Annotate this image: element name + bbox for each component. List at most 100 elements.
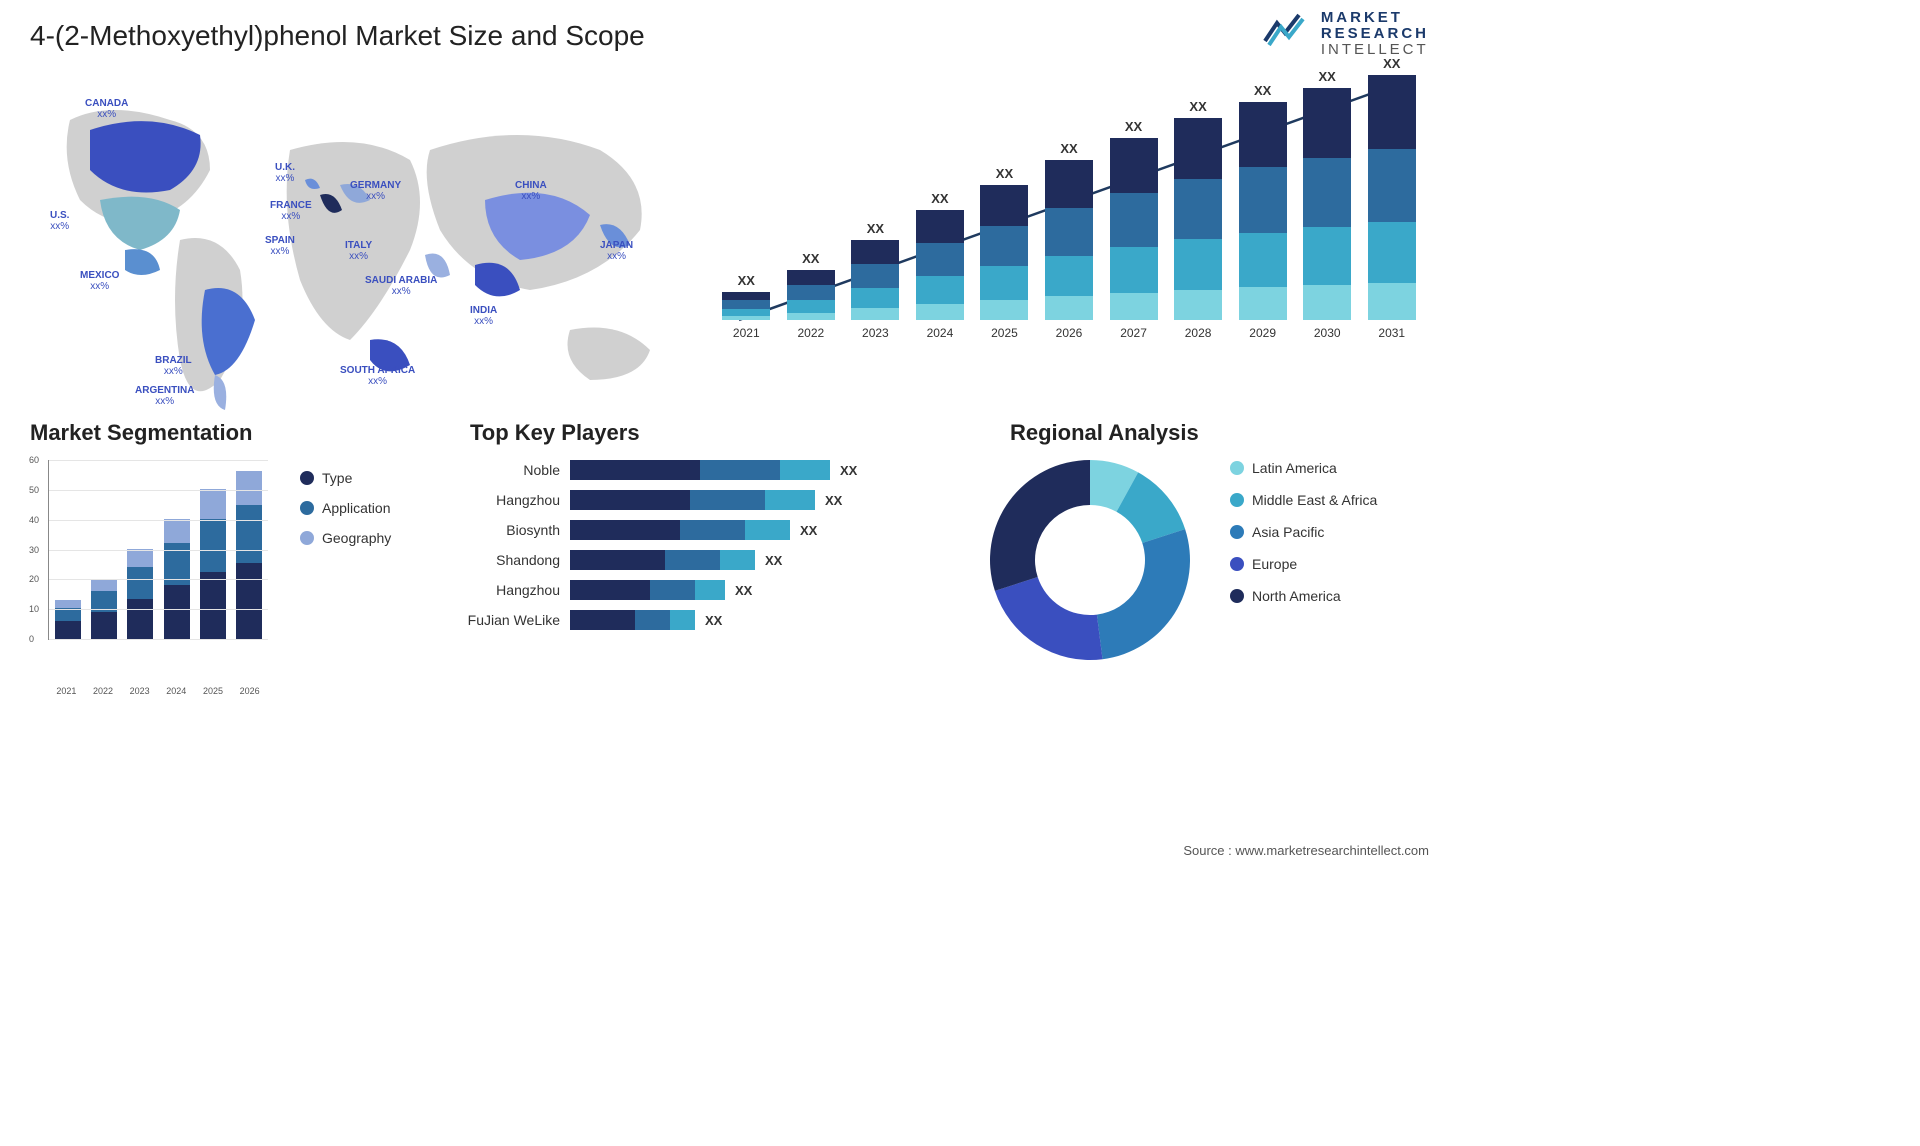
seg-bar-segment (236, 563, 262, 639)
main-bar-value: XX (867, 221, 884, 236)
map-label-italy: ITALYxx% (345, 240, 372, 262)
main-bar-segment (1174, 179, 1222, 240)
seg-legend-item: Geography (300, 530, 391, 546)
seg-bar-segment (164, 585, 190, 639)
segmentation-chart: 0102030405060 202120222023202420252026 (20, 460, 280, 680)
seg-bar-2026 (236, 471, 262, 639)
main-bar-2027: XX2027 (1106, 119, 1161, 340)
main-bar-2024: XX2024 (913, 191, 968, 340)
player-bar-segment (690, 490, 765, 510)
player-bar-segment (665, 550, 720, 570)
seg-bar-segment (200, 572, 226, 640)
brand-logo: MARKET RESEARCH INTELLECT (1263, 10, 1429, 57)
main-bar-2026: XX2026 (1042, 141, 1097, 340)
main-bar-segment (851, 264, 899, 288)
main-bar-2029: XX2029 (1235, 83, 1290, 340)
main-bar-segment (916, 276, 964, 304)
player-name: FuJian WeLike (460, 612, 570, 628)
main-bar-segment (1110, 138, 1158, 193)
main-bar-year: 2028 (1185, 326, 1212, 340)
main-bar-year: 2023 (862, 326, 889, 340)
main-bar-segment (1110, 293, 1158, 320)
map-label-france: FRANCExx% (270, 200, 312, 222)
map-label-argentina: ARGENTINAxx% (135, 385, 194, 407)
main-bar-segment (851, 288, 899, 308)
player-bar-segment (745, 520, 790, 540)
main-bar-segment (1303, 285, 1351, 320)
key-players-chart: NobleXXHangzhouXXBiosynthXXShandongXXHan… (460, 460, 940, 640)
main-bar-segment (851, 240, 899, 264)
main-bar-segment (722, 292, 770, 300)
main-bar-year: 2021 (733, 326, 760, 340)
seg-bar-segment (200, 519, 226, 572)
players-title: Top Key Players (470, 420, 640, 446)
player-value: XX (840, 463, 857, 478)
main-bar-value: XX (1319, 69, 1336, 84)
donut-legend-item: Latin America (1230, 460, 1377, 476)
player-bar-segment (570, 460, 700, 480)
player-value: XX (800, 523, 817, 538)
player-row: Biosynth XX (460, 520, 940, 540)
player-bar-segment (570, 580, 650, 600)
map-label-south-africa: SOUTH AFRICAxx% (340, 365, 415, 387)
seg-bar-segment (55, 600, 81, 608)
source-citation: Source : www.marketresearchintellect.com (1183, 843, 1429, 858)
seg-bar-segment (91, 612, 117, 639)
donut-slice (995, 577, 1103, 660)
seg-bar-segment (164, 519, 190, 543)
main-bar-segment (1110, 193, 1158, 248)
seg-ytick: 10 (29, 604, 39, 614)
main-bar-2023: XX 2023 (848, 221, 903, 340)
map-label-india: INDIAxx% (470, 305, 497, 327)
donut-legend-item: Middle East & Africa (1230, 492, 1377, 508)
regional-title: Regional Analysis (1010, 420, 1199, 446)
seg-ytick: 20 (29, 574, 39, 584)
main-bar-year: 2029 (1249, 326, 1276, 340)
main-bar-value: XX (802, 251, 819, 266)
seg-xlabel: 2024 (166, 686, 186, 696)
main-bar-segment (980, 266, 1028, 300)
main-bar-segment (1239, 167, 1287, 232)
seg-xlabel: 2026 (240, 686, 260, 696)
seg-xlabel: 2023 (130, 686, 150, 696)
main-bar-2021: XX2021 (719, 273, 774, 340)
map-label-mexico: MEXICOxx% (80, 270, 119, 292)
seg-bar-segment (91, 579, 117, 591)
player-name: Biosynth (460, 522, 570, 538)
page-title: 4-(2-Methoxyethyl)phenol Market Size and… (30, 20, 645, 52)
player-row: ShandongXX (460, 550, 940, 570)
main-bar-year: 2027 (1120, 326, 1147, 340)
player-name: Hangzhou (460, 582, 570, 598)
player-value: XX (765, 553, 782, 568)
main-bar-segment (722, 309, 770, 316)
logo-line1: MARKET (1321, 10, 1429, 26)
main-bar-segment (1045, 160, 1093, 208)
main-bar-segment (787, 270, 835, 285)
player-bar-segment (570, 550, 665, 570)
donut-legend-item: Europe (1230, 556, 1377, 572)
seg-ytick: 40 (29, 515, 39, 525)
main-bar-year: 2024 (927, 326, 954, 340)
main-bar-year: 2026 (1056, 326, 1083, 340)
player-name: Hangzhou (460, 492, 570, 508)
donut-slice (990, 460, 1090, 591)
main-bar-segment (1368, 75, 1416, 149)
main-bar-segment (1174, 118, 1222, 179)
seg-bar-segment (236, 505, 262, 564)
player-bar-segment (695, 580, 725, 600)
main-bar-2028: XX2028 (1171, 99, 1226, 340)
donut-legend: Latin AmericaMiddle East & AfricaAsia Pa… (1230, 460, 1377, 604)
seg-bar-segment (127, 567, 153, 599)
seg-bar-2021 (55, 600, 81, 639)
main-bar-2022: XX 2022 (784, 251, 839, 340)
main-bar-segment (980, 300, 1028, 320)
player-bar-segment (570, 520, 680, 540)
main-bar-year: 2022 (797, 326, 824, 340)
map-label-u-s-: U.S.xx% (50, 210, 69, 232)
player-row: FuJian WeLikeXX (460, 610, 940, 630)
player-bar-segment (635, 610, 670, 630)
main-bar-segment (1303, 88, 1351, 158)
map-label-canada: CANADAxx% (85, 98, 128, 120)
player-bar-segment (570, 490, 690, 510)
map-label-germany: GERMANYxx% (350, 180, 401, 202)
